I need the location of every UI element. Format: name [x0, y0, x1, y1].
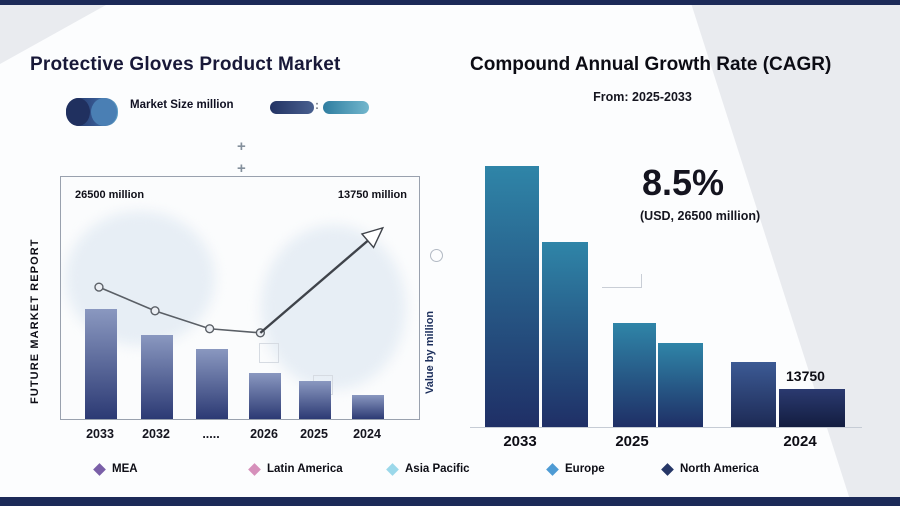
- legend-pill-navy: [270, 101, 314, 114]
- legend-item-north-america: North America: [661, 462, 759, 476]
- legend-pill-teal: [323, 101, 369, 114]
- left-x-label-5: 2024: [353, 427, 381, 441]
- left-bar-2024: [352, 395, 384, 419]
- left-chart-end-value: 13750 million: [337, 189, 407, 201]
- left-chart-frame: 26500 million 13750 million: [60, 176, 420, 420]
- right-bar-1: [542, 242, 588, 427]
- decor-corner-line: [602, 274, 642, 288]
- left-x-label-2: .....: [202, 427, 220, 441]
- legend-label: MEA: [112, 463, 138, 475]
- cagr-value: 8.5%: [642, 162, 725, 203]
- cylinder-icon: [66, 98, 118, 126]
- legend-item-latin-america: Latin America: [248, 462, 343, 476]
- left-bar-.....: [196, 349, 228, 419]
- right-bar-5: [779, 389, 845, 427]
- legend-label: Latin America: [267, 463, 343, 475]
- legend-pill-separator: :: [315, 98, 319, 112]
- left-bar-2025: [299, 381, 331, 419]
- decor-square: [259, 343, 279, 363]
- right-chart-2024-value: 13750: [786, 368, 825, 384]
- left-bar-2032: [141, 335, 173, 419]
- trend-arrow-head-icon: [360, 226, 385, 249]
- top-navy-strip: [0, 0, 900, 5]
- right-bar-0: [485, 166, 539, 427]
- market-size-legend-label: Market Size million: [130, 99, 234, 111]
- right-chart-title: Compound Annual Growth Rate (CAGR): [470, 54, 832, 75]
- right-bars: [480, 156, 860, 427]
- right-chart-y-label: Value by million: [424, 310, 436, 394]
- legend-item-europe: Europe: [546, 462, 605, 476]
- cagr-note: (USD, 26500 million): [640, 209, 761, 223]
- left-x-label-1: 2032: [142, 427, 170, 441]
- legend-diamond-icon: [386, 462, 399, 476]
- right-bar-2: [613, 323, 656, 427]
- decor-plus-icon: +: [237, 138, 246, 155]
- decor-plus-icon: +: [237, 160, 246, 177]
- left-chart-title: Protective Gloves Product Market: [30, 54, 341, 75]
- trend-line-svg: [94, 226, 385, 338]
- trend-arrow-shaft: [259, 239, 369, 334]
- left-bar-2033: [85, 309, 117, 419]
- right-chart-subtitle: From: 2025-2033: [593, 90, 692, 104]
- left-bars: [61, 177, 419, 419]
- legend-diamond-icon: [661, 462, 674, 476]
- left-x-labels: 2033 2032..... 2026 2025 2024: [60, 427, 420, 443]
- right-x-labels: 2033 2025 2024: [480, 433, 860, 453]
- left-bar-2026: [249, 373, 281, 419]
- right-x-label-2033: 2033: [503, 433, 537, 450]
- legend-label: Asia Pacific: [405, 463, 470, 475]
- trend-markers: [94, 282, 266, 338]
- left-x-label-0: 2033: [86, 427, 114, 441]
- bottom-legend: MEA Latin America Asia Pacific Europe North …: [0, 462, 900, 487]
- legend-diamond-icon: [93, 462, 106, 476]
- left-x-label-4: 2025: [300, 427, 328, 441]
- left-x-label-3: 2026: [250, 427, 278, 441]
- legend-diamond-icon: [546, 462, 559, 476]
- legend-label: North America: [680, 463, 759, 475]
- decor-blob: [261, 225, 406, 390]
- legend-item-mea: MEA: [93, 462, 138, 476]
- bottom-navy-strip: [0, 497, 900, 506]
- legend-item-asia-pacific: Asia Pacific: [386, 462, 470, 476]
- right-x-label-2025: 2025: [615, 433, 649, 450]
- right-bar-4: [731, 362, 776, 427]
- left-chart-max-value: 26500 million: [75, 189, 145, 201]
- right-x-label-2024: 2024: [783, 433, 817, 450]
- decor-circle-icon: [430, 249, 443, 262]
- right-chart-baseline: [470, 427, 862, 428]
- trend-line: [98, 286, 261, 334]
- legend-diamond-icon: [248, 462, 261, 476]
- right-bar-3: [658, 343, 703, 427]
- legend-label: Europe: [565, 463, 605, 475]
- left-chart-side-label: FUTURE MARKET REPORT: [29, 238, 41, 404]
